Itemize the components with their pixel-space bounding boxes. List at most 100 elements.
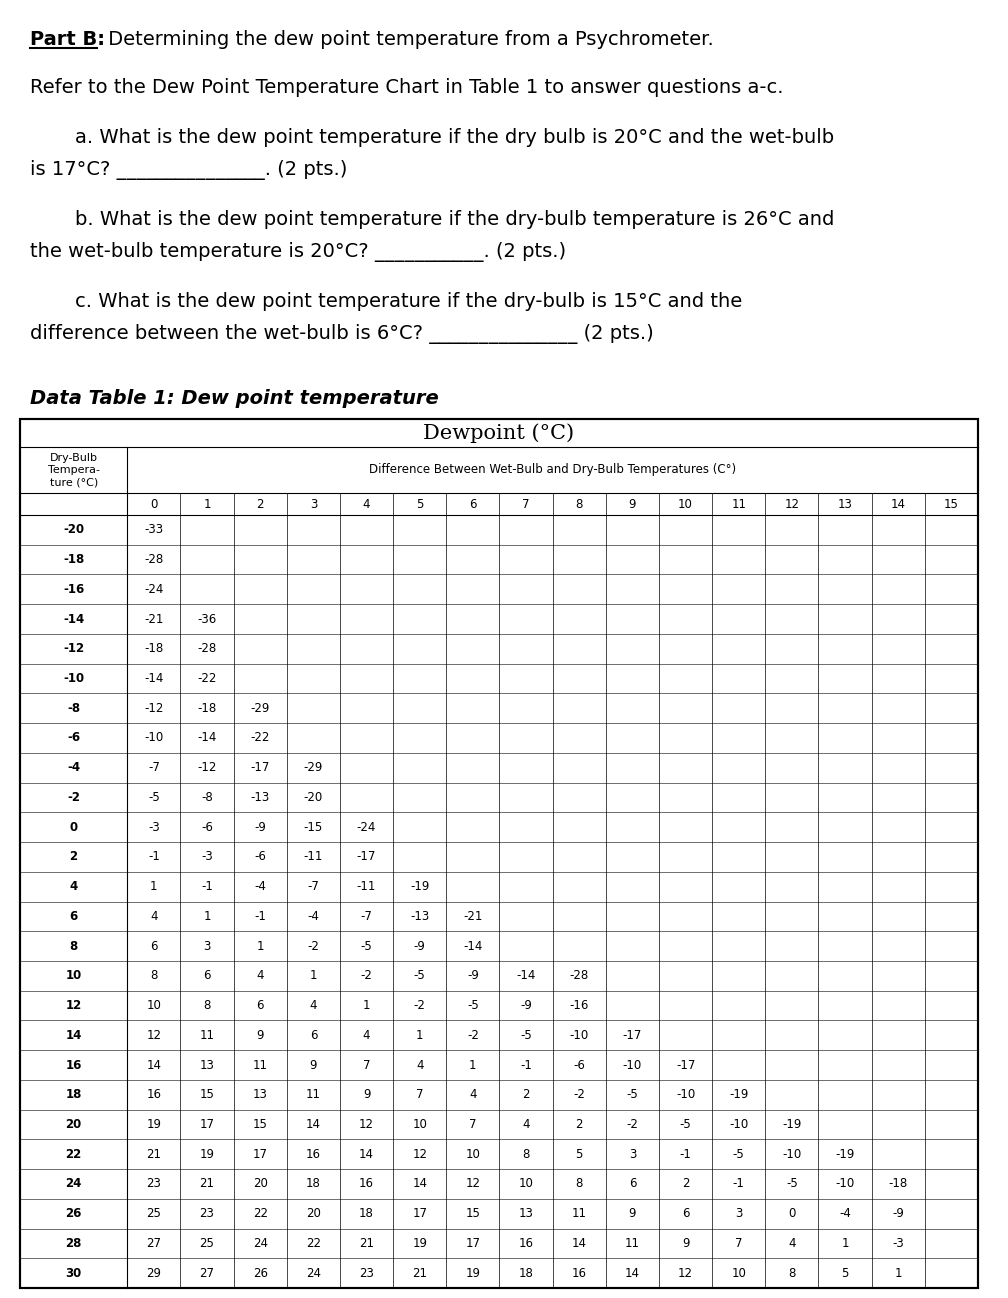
Text: -18: -18 [198, 702, 217, 715]
Text: -5: -5 [679, 1118, 691, 1131]
Text: 9: 9 [309, 1059, 318, 1072]
Bar [20, 813, 978, 842]
Text: 4: 4 [416, 1059, 423, 1072]
Text: 19: 19 [466, 1267, 481, 1280]
Text: 7: 7 [522, 497, 530, 510]
Text: 10: 10 [466, 1147, 481, 1160]
Text: -28: -28 [570, 970, 589, 983]
Text: -9: -9 [414, 940, 425, 953]
Text: 27: 27 [200, 1267, 215, 1280]
Text: Data Table 1: Dew point temperature: Data Table 1: Dew point temperature [30, 389, 438, 408]
Text: 22: 22 [253, 1207, 268, 1220]
Text: 1: 1 [842, 1237, 849, 1250]
Text: -13: -13 [410, 910, 429, 923]
Text: 5: 5 [842, 1267, 849, 1280]
Text: 19: 19 [146, 1118, 161, 1131]
Bar [20, 419, 978, 1288]
Text: -7: -7 [307, 880, 320, 893]
Text: -4: -4 [254, 880, 266, 893]
Text: -12: -12 [198, 761, 217, 774]
Text: 9: 9 [681, 1237, 689, 1250]
Text: 18: 18 [359, 1207, 374, 1220]
Text: -12: -12 [144, 702, 163, 715]
Text: 17: 17 [253, 1147, 268, 1160]
Text: 21: 21 [146, 1147, 161, 1160]
Text: 16: 16 [305, 1147, 321, 1160]
Text: -24: -24 [357, 820, 376, 833]
Text: 8: 8 [70, 940, 78, 953]
Text: -21: -21 [144, 613, 163, 626]
Text: -1: -1 [148, 850, 160, 863]
Text: 2: 2 [522, 1088, 530, 1101]
Text: Determining the dew point temperature from a Psychrometer.: Determining the dew point temperature fr… [102, 30, 714, 49]
Bar [20, 753, 978, 783]
Bar [20, 990, 978, 1020]
Bar [20, 1228, 978, 1258]
Text: 1: 1 [204, 497, 211, 510]
Text: -33: -33 [144, 523, 163, 536]
Text: -9: -9 [254, 820, 266, 833]
Text: 2: 2 [70, 850, 78, 863]
Text: 24: 24 [305, 1267, 321, 1280]
Text: c. What is the dew point temperature if the dry-bulb is 15°C and the: c. What is the dew point temperature if … [50, 292, 742, 312]
Text: -8: -8 [202, 790, 213, 803]
Text: 1: 1 [469, 1059, 477, 1072]
Text: Part B:: Part B: [30, 30, 105, 49]
Text: -29: -29 [303, 761, 324, 774]
Text: 26: 26 [66, 1207, 82, 1220]
Text: -17: -17 [623, 1029, 642, 1042]
Text: -22: -22 [198, 672, 217, 685]
Text: -2: -2 [361, 970, 373, 983]
Text: Difference Between Wet-Bulb and Dry-Bulb Temperatures (C°): Difference Between Wet-Bulb and Dry-Bulb… [369, 463, 736, 476]
Text: -1: -1 [202, 880, 213, 893]
Text: 19: 19 [412, 1237, 427, 1250]
Bar [20, 1169, 978, 1199]
Text: 6: 6 [256, 999, 264, 1012]
Text: 17: 17 [412, 1207, 427, 1220]
Bar [20, 1110, 978, 1140]
Text: 14: 14 [891, 497, 906, 510]
Text: -5: -5 [733, 1147, 745, 1160]
Text: 10: 10 [519, 1177, 533, 1190]
Text: 15: 15 [200, 1088, 215, 1101]
Bar [20, 872, 978, 902]
Text: 0: 0 [70, 820, 78, 833]
Text: 13: 13 [519, 1207, 533, 1220]
Text: 6: 6 [309, 1029, 318, 1042]
Text: 21: 21 [359, 1237, 374, 1250]
Text: -5: -5 [148, 790, 159, 803]
Text: -11: -11 [303, 850, 324, 863]
Text: 27: 27 [146, 1237, 161, 1250]
Text: 9: 9 [629, 497, 636, 510]
Text: -3: -3 [892, 1237, 904, 1250]
Bar [20, 515, 978, 545]
Text: -5: -5 [786, 1177, 797, 1190]
Text: 15: 15 [943, 497, 959, 510]
Text: -6: -6 [68, 732, 81, 745]
Text: -18: -18 [64, 553, 85, 566]
Text: 1: 1 [150, 880, 157, 893]
Text: 4: 4 [70, 880, 78, 893]
Text: 14: 14 [572, 1237, 587, 1250]
Text: -2: -2 [307, 940, 320, 953]
Text: -9: -9 [467, 970, 479, 983]
Text: -12: -12 [64, 643, 85, 655]
Text: 22: 22 [305, 1237, 321, 1250]
Text: 13: 13 [200, 1059, 215, 1072]
Text: 23: 23 [146, 1177, 161, 1190]
Text: -3: -3 [202, 850, 213, 863]
Text: 15: 15 [253, 1118, 268, 1131]
Text: 11: 11 [200, 1029, 215, 1042]
Text: 2: 2 [576, 1118, 583, 1131]
Text: -2: -2 [68, 790, 81, 803]
Text: 21: 21 [412, 1267, 427, 1280]
Text: 20: 20 [253, 1177, 268, 1190]
Text: 6: 6 [70, 910, 78, 923]
Text: 14: 14 [359, 1147, 374, 1160]
Text: -10: -10 [144, 732, 163, 745]
Text: 8: 8 [204, 999, 211, 1012]
Text: 12: 12 [784, 497, 799, 510]
Text: -8: -8 [68, 702, 81, 715]
Text: b. What is the dew point temperature if the dry-bulb temperature is 26°C and: b. What is the dew point temperature if … [50, 210, 835, 228]
Text: 15: 15 [466, 1207, 481, 1220]
